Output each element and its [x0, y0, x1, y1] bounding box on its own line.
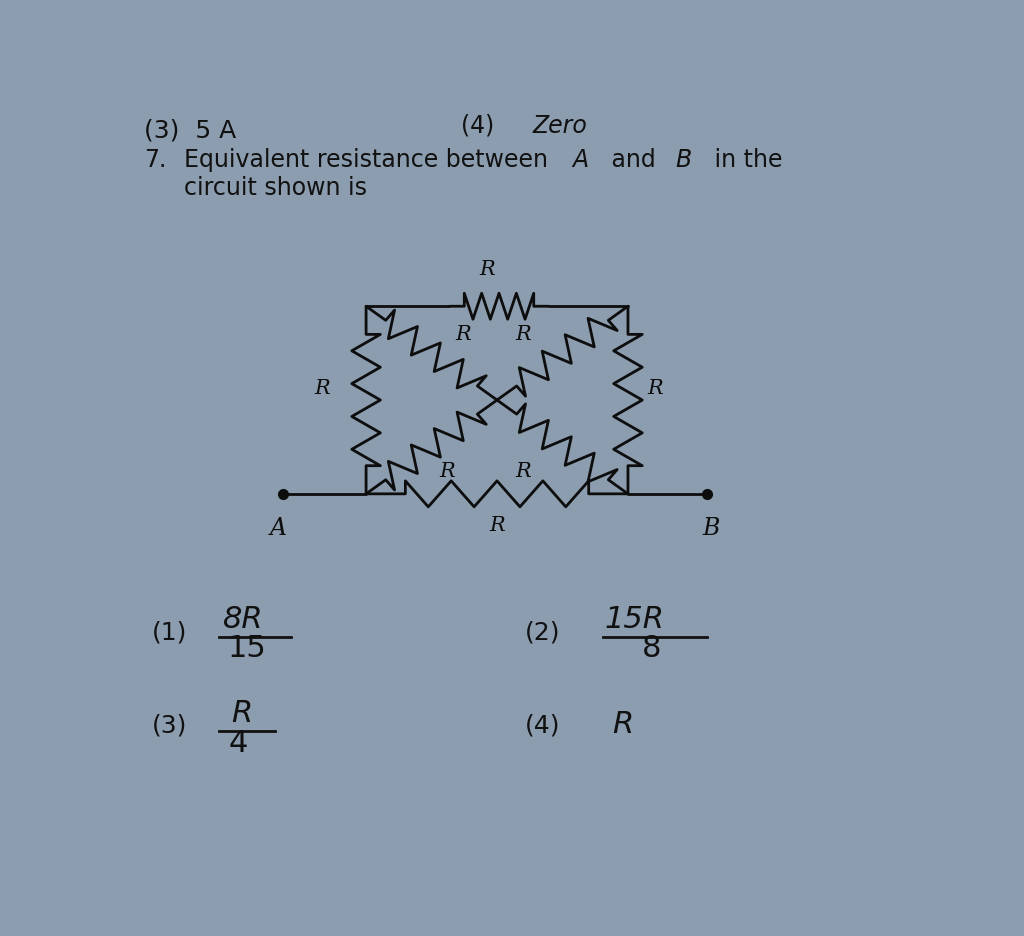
Text: Equivalent resistance between: Equivalent resistance between: [183, 147, 555, 171]
Text: R: R: [479, 259, 495, 279]
Text: B: B: [676, 147, 692, 171]
Text: and: and: [604, 147, 664, 171]
Text: R: R: [648, 378, 664, 398]
Text: (1): (1): [152, 620, 187, 643]
Text: B: B: [702, 516, 720, 539]
Text: R: R: [489, 516, 505, 534]
Text: in the: in the: [708, 147, 782, 171]
Text: Zero: Zero: [532, 113, 588, 138]
Text: A: A: [572, 147, 589, 171]
Text: (3): (3): [152, 713, 187, 738]
Text: R: R: [314, 378, 331, 398]
Text: R: R: [231, 698, 253, 727]
Text: 15R: 15R: [604, 605, 665, 634]
Text: 15: 15: [227, 634, 266, 663]
Text: (2): (2): [524, 620, 560, 643]
Text: (4): (4): [461, 113, 495, 138]
Text: A: A: [270, 516, 288, 539]
Text: 8R: 8R: [223, 605, 264, 634]
Text: 7.: 7.: [143, 147, 166, 171]
Text: R: R: [515, 461, 530, 480]
Text: 4: 4: [228, 728, 248, 757]
Text: R: R: [612, 709, 634, 739]
Text: 8: 8: [642, 634, 662, 663]
Text: circuit shown is: circuit shown is: [183, 176, 367, 200]
Text: (3)  5 A: (3) 5 A: [143, 119, 237, 142]
Text: R: R: [456, 325, 471, 344]
Text: R: R: [515, 325, 530, 344]
Text: (4): (4): [524, 713, 560, 738]
Text: R: R: [439, 461, 456, 480]
